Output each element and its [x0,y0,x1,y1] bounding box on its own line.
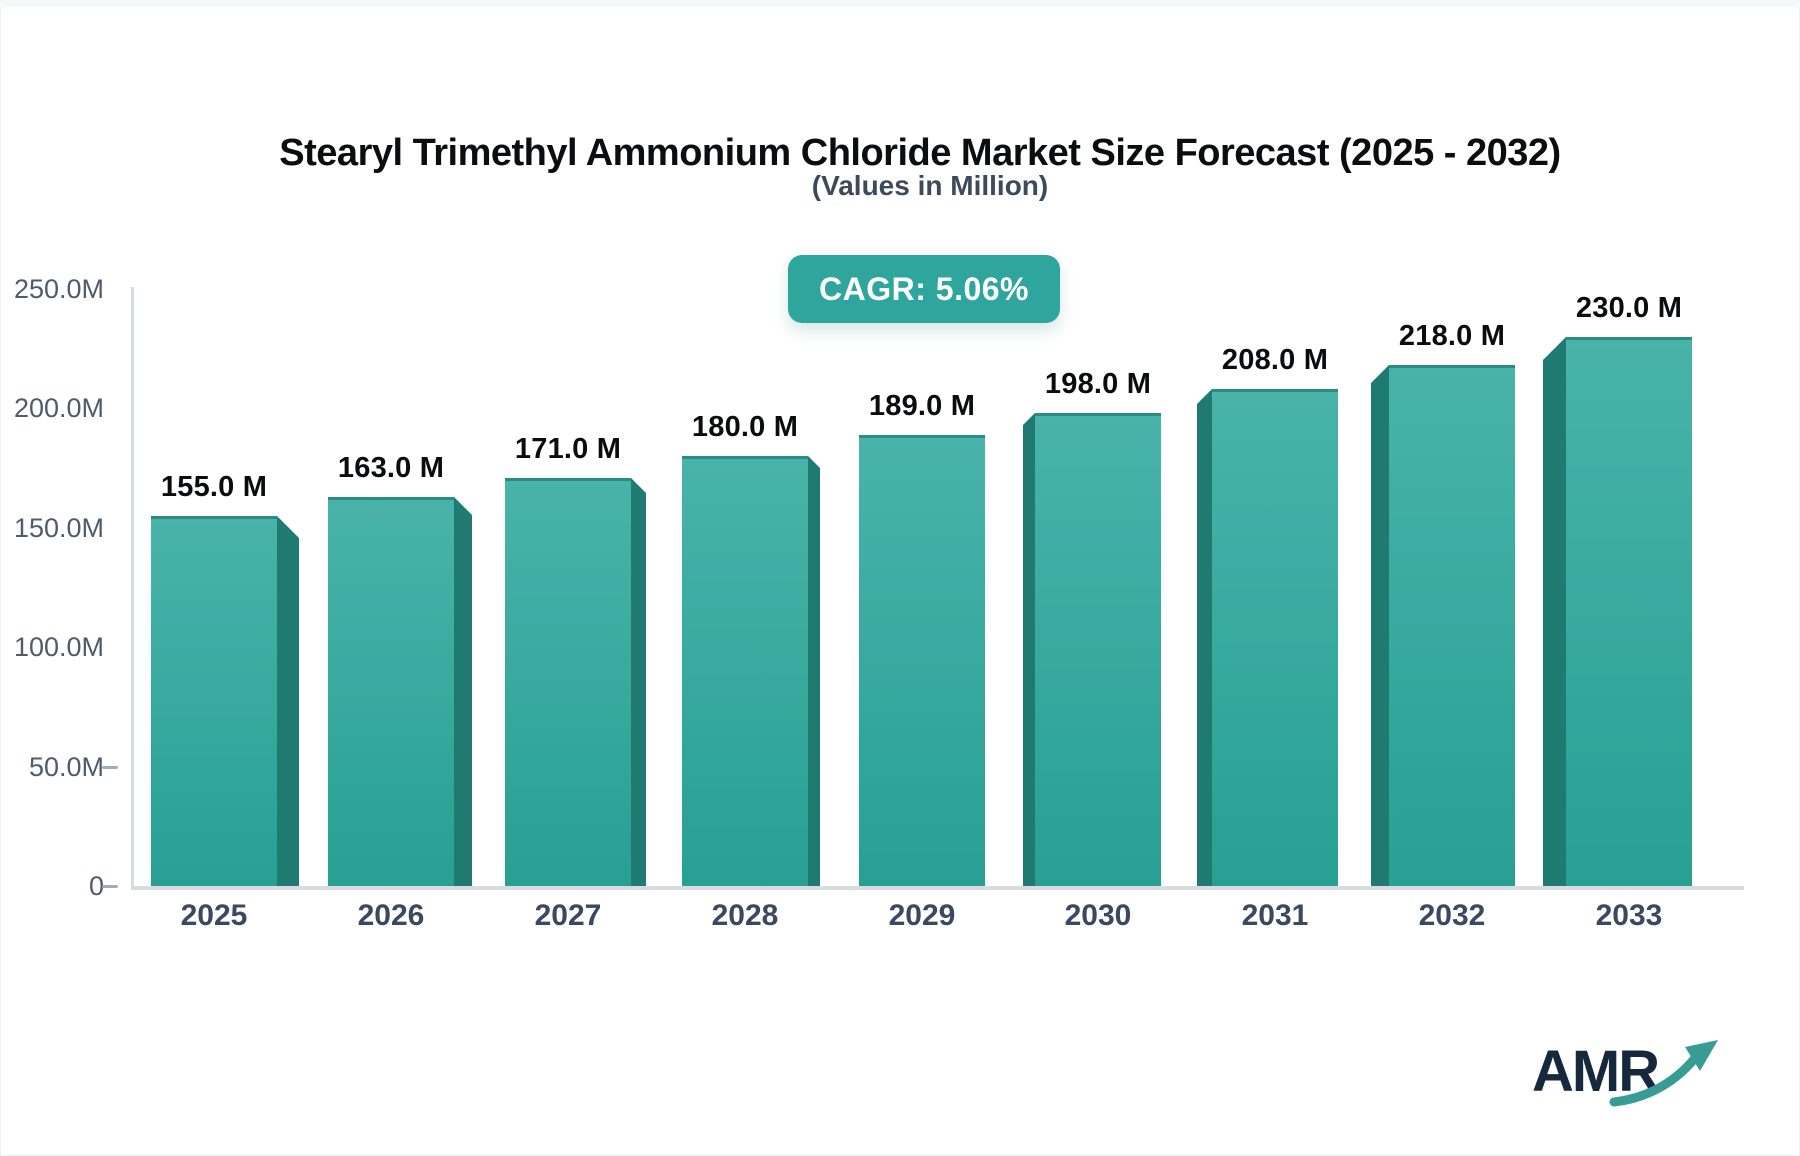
bar-value-label-2025: 155.0 M [160,471,268,503]
x-axis-label-2033: 2033 [1595,899,1663,932]
bar-2027 [505,478,631,886]
cagr-badge: CAGR: 5.06% [788,255,1060,323]
x-axis-label-2032: 2032 [1418,899,1486,932]
x-axis-label-2025: 2025 [180,899,248,932]
x-axis-label-2031: 2031 [1241,899,1309,932]
bar-2030 [1035,413,1161,886]
bar-side-2033 [1543,337,1566,886]
y-axis-line [131,287,134,890]
bar-side-2031 [1197,389,1212,886]
bar-2026 [328,497,454,886]
bar-side-2027 [631,478,646,886]
bar-value-label-2026: 163.0 M [337,452,445,484]
x-axis-label-2027: 2027 [534,899,602,932]
bar-2025 [151,516,277,886]
x-axis-label-2030: 2030 [1064,899,1132,932]
y-tick-label: 200.0M [13,393,104,423]
bar-value-label-2029: 189.0 M [868,390,976,422]
bar-2032 [1389,365,1515,886]
chart-title: Stearyl Trimethyl Ammonium Chloride Mark… [279,132,1561,175]
bar-value-label-2027: 171.0 M [514,433,622,465]
bar-value-label-2033: 230.0 M [1575,292,1683,324]
bar-2029 [859,435,985,886]
x-axis-baseline [131,886,1744,890]
x-axis-label-2029: 2029 [888,899,956,932]
x-axis-label-2028: 2028 [711,899,779,932]
y-tick-mark [102,885,118,888]
top-edge-strip [0,0,1800,7]
y-tick-label: 100.0M [13,632,104,662]
bar-2028 [682,456,808,886]
bar-side-2026 [454,497,472,886]
y-tick-label: 50.0M [28,752,104,782]
bar-2033 [1566,337,1692,886]
bar-value-label-2032: 218.0 M [1398,320,1506,352]
y-tick-label: 250.0M [13,274,104,304]
bar-value-label-2028: 180.0 M [691,411,799,443]
y-tick-label: 0 [88,871,104,901]
bar-side-2025 [277,516,299,886]
bar-2031 [1212,389,1338,886]
bar-side-2030 [1023,413,1035,886]
chart-subtitle: (Values in Million) [811,170,1049,201]
cagr-badge-label: CAGR: 5.06% [819,270,1029,307]
x-axis-label-2026: 2026 [357,899,425,932]
y-tick-label: 150.0M [13,513,104,543]
bar-side-2032 [1371,365,1389,886]
amr-logo: AMR [1532,1036,1742,1116]
logo-arrow-icon [1609,1040,1718,1107]
bar-value-label-2030: 198.0 M [1044,368,1152,400]
bar-value-label-2031: 208.0 M [1221,344,1329,376]
y-tick-mark [102,766,118,769]
bar-side-2028 [808,456,820,886]
